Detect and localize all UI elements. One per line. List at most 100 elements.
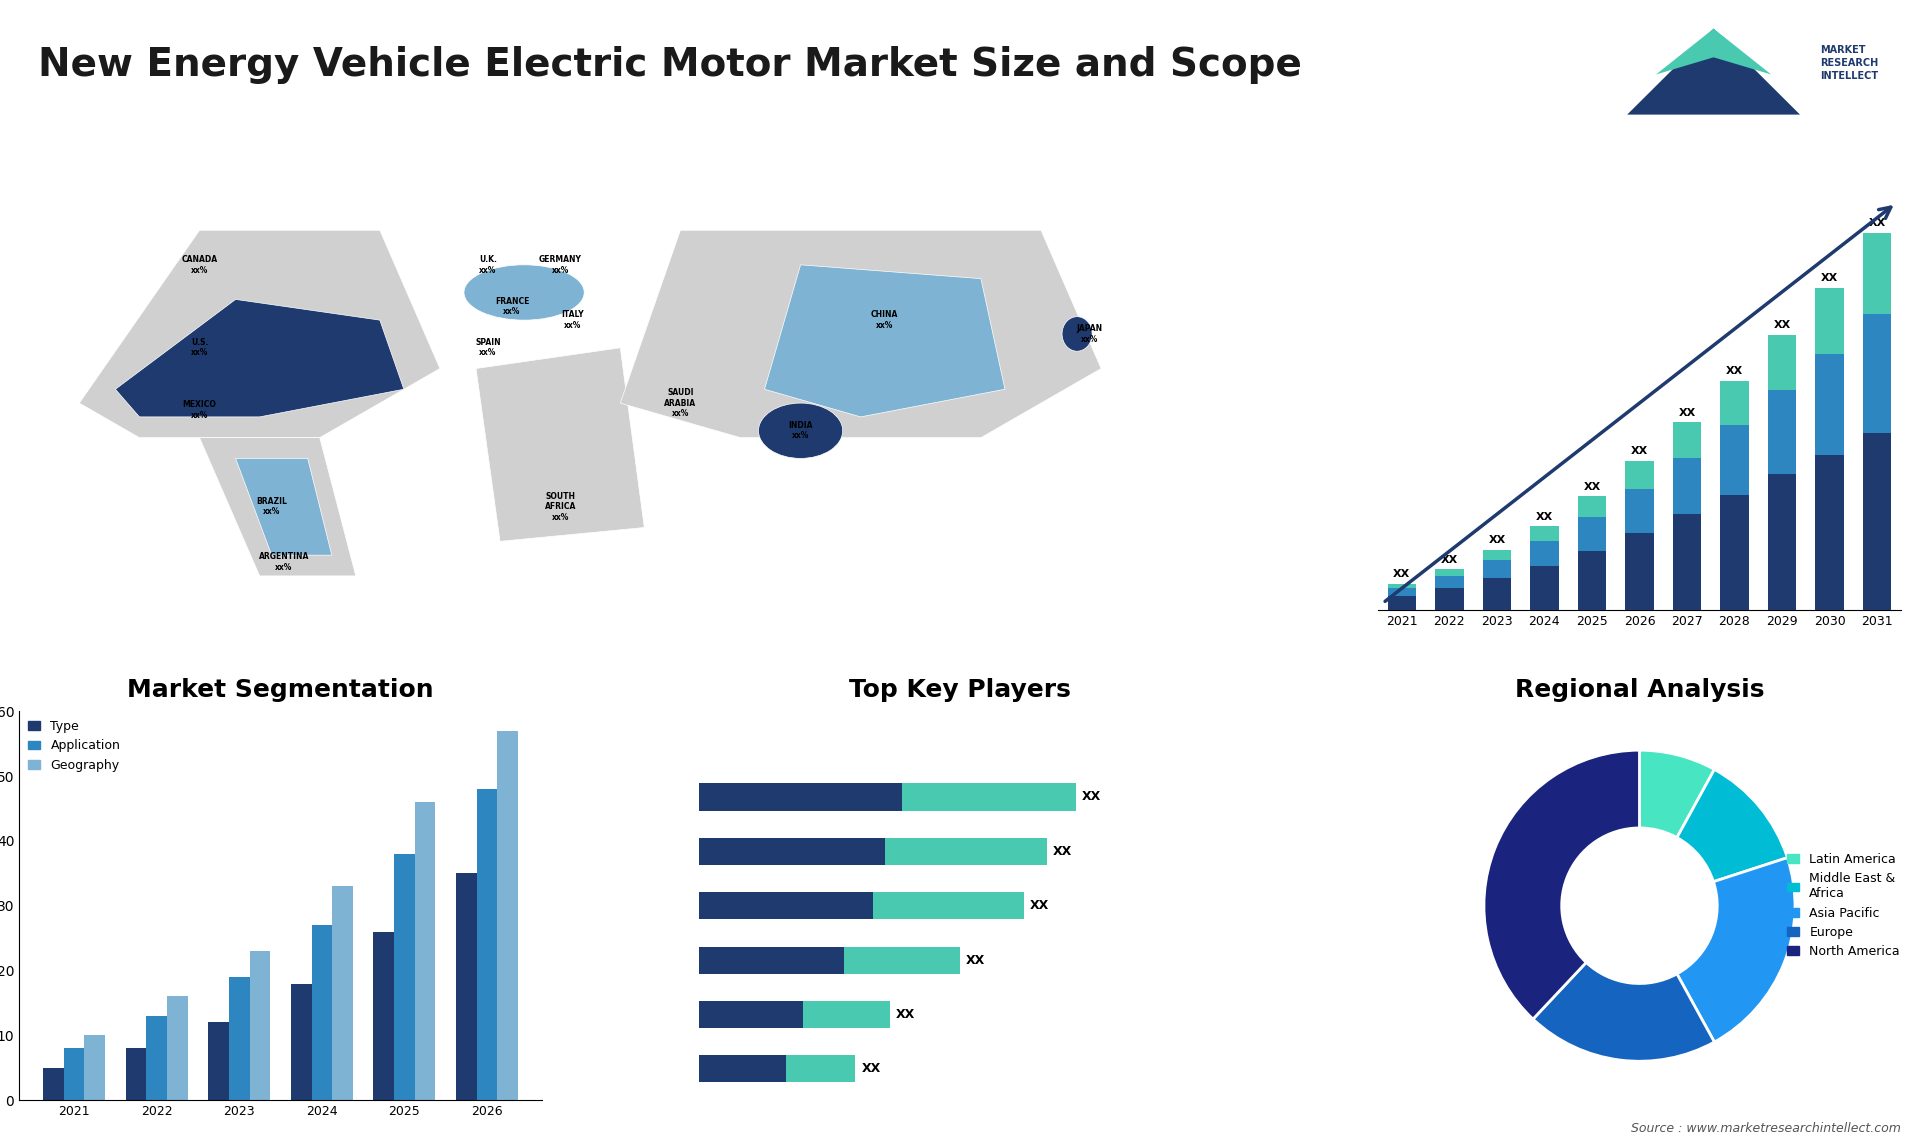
Bar: [1388, 588, 1417, 596]
Text: XX: XX: [1488, 535, 1505, 545]
Bar: [146, 1015, 167, 1100]
Bar: [1862, 433, 1891, 611]
Text: XX: XX: [862, 1062, 881, 1075]
Bar: [699, 838, 885, 865]
Text: New Energy Vehicle Electric Motor Market Size and Scope: New Energy Vehicle Electric Motor Market…: [38, 46, 1302, 84]
Text: XX: XX: [1774, 321, 1791, 330]
Bar: [1814, 354, 1843, 455]
Bar: [874, 892, 1023, 919]
Text: CHINA
xx%: CHINA xx%: [872, 311, 899, 330]
Bar: [228, 978, 250, 1100]
Bar: [1624, 533, 1653, 611]
Bar: [785, 1055, 856, 1083]
Legend: Latin America, Middle East &
Africa, Asia Pacific, Europe, North America: Latin America, Middle East & Africa, Asi…: [1782, 848, 1905, 964]
Bar: [1388, 596, 1417, 611]
Bar: [1530, 566, 1559, 611]
Bar: [42, 1068, 63, 1100]
Text: XX: XX: [1394, 570, 1411, 580]
Bar: [250, 951, 271, 1100]
Text: XX: XX: [1630, 447, 1647, 456]
Wedge shape: [1532, 963, 1715, 1061]
Bar: [476, 790, 497, 1100]
Bar: [84, 1035, 106, 1100]
Bar: [1862, 314, 1891, 433]
Bar: [311, 925, 332, 1100]
Bar: [1482, 578, 1511, 611]
Bar: [803, 1000, 891, 1028]
Bar: [1768, 474, 1797, 611]
Text: GERMANY
xx%: GERMANY xx%: [540, 256, 582, 275]
Bar: [1768, 335, 1797, 390]
Polygon shape: [79, 230, 440, 438]
Bar: [1530, 541, 1559, 566]
Text: XX: XX: [897, 1008, 916, 1021]
Bar: [699, 1000, 803, 1028]
Polygon shape: [200, 438, 355, 576]
Text: SPAIN
xx%: SPAIN xx%: [476, 338, 501, 358]
Bar: [699, 892, 874, 919]
Bar: [1578, 551, 1607, 611]
Text: U.K.
xx%: U.K. xx%: [480, 256, 497, 275]
Bar: [1672, 458, 1701, 515]
Text: XX: XX: [966, 953, 985, 966]
Title: Top Key Players: Top Key Players: [849, 678, 1071, 702]
Bar: [1434, 576, 1463, 588]
Bar: [1578, 517, 1607, 551]
Text: U.S.
xx%: U.S. xx%: [190, 338, 207, 358]
Text: MARKET
RESEARCH
INTELLECT: MARKET RESEARCH INTELLECT: [1820, 45, 1878, 81]
Bar: [457, 873, 476, 1100]
Bar: [1672, 515, 1701, 611]
Bar: [1434, 570, 1463, 576]
Bar: [699, 947, 845, 974]
Polygon shape: [1655, 29, 1770, 74]
Bar: [290, 983, 311, 1100]
Text: XX: XX: [1029, 900, 1048, 912]
Polygon shape: [236, 458, 332, 555]
Wedge shape: [1676, 769, 1788, 881]
Title: Regional Analysis: Regional Analysis: [1515, 678, 1764, 702]
Text: MEXICO
xx%: MEXICO xx%: [182, 400, 217, 419]
Bar: [902, 784, 1075, 810]
Bar: [1482, 560, 1511, 578]
Bar: [1672, 423, 1701, 458]
Text: JAPAN
xx%: JAPAN xx%: [1075, 324, 1102, 344]
Polygon shape: [1628, 29, 1801, 115]
Bar: [845, 947, 960, 974]
Bar: [1624, 461, 1653, 489]
Polygon shape: [115, 299, 403, 417]
Legend: Type, Application, Geography: Type, Application, Geography: [25, 717, 123, 774]
Ellipse shape: [758, 403, 843, 458]
Bar: [167, 997, 188, 1100]
Bar: [1624, 489, 1653, 533]
Bar: [1720, 495, 1749, 611]
Text: FRANCE
xx%: FRANCE xx%: [495, 297, 530, 316]
Bar: [374, 932, 394, 1100]
Bar: [1768, 390, 1797, 474]
Bar: [1388, 583, 1417, 588]
Text: ITALY
xx%: ITALY xx%: [561, 311, 584, 330]
Polygon shape: [620, 230, 1100, 438]
Text: Source : www.marketresearchintellect.com: Source : www.marketresearchintellect.com: [1630, 1122, 1901, 1135]
Text: SAUDI
ARABIA
xx%: SAUDI ARABIA xx%: [664, 388, 697, 418]
Bar: [63, 1049, 84, 1100]
Bar: [1814, 288, 1843, 354]
Text: XX: XX: [1726, 367, 1743, 376]
Bar: [332, 886, 353, 1100]
Text: SOUTH
AFRICA
xx%: SOUTH AFRICA xx%: [545, 492, 576, 521]
Bar: [497, 731, 518, 1100]
Text: CANADA
xx%: CANADA xx%: [182, 256, 217, 275]
Text: XX: XX: [1584, 482, 1601, 492]
Bar: [699, 784, 902, 810]
Polygon shape: [476, 347, 645, 541]
Bar: [1720, 425, 1749, 495]
Text: XX: XX: [1678, 408, 1695, 418]
Bar: [1482, 550, 1511, 560]
Bar: [207, 1022, 228, 1100]
Text: INDIA
xx%: INDIA xx%: [789, 421, 812, 440]
Bar: [1720, 380, 1749, 425]
Bar: [1434, 588, 1463, 611]
Ellipse shape: [465, 265, 584, 320]
Text: XX: XX: [1440, 555, 1457, 565]
Bar: [394, 854, 415, 1100]
Bar: [885, 838, 1046, 865]
